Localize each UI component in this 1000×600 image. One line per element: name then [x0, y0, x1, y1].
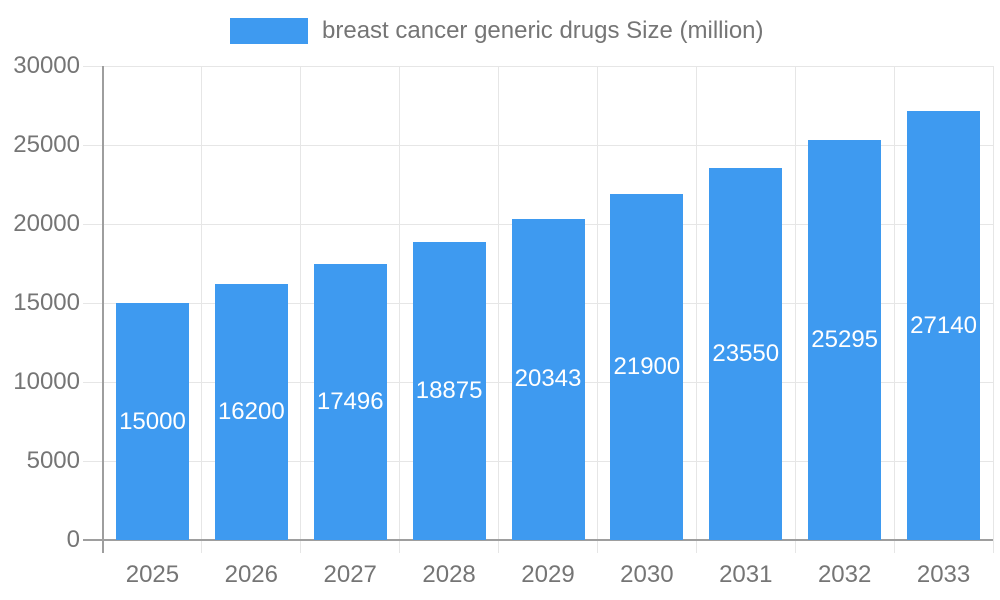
y-tick-label: 25000 — [13, 131, 80, 158]
x-tick-label: 2027 — [323, 561, 377, 588]
legend[interactable]: breast cancer generic drugs Size (millio… — [230, 17, 764, 45]
legend-color-swatch — [230, 18, 308, 44]
bar-value-label: 16200 — [217, 398, 285, 426]
bar-value-label: 23550 — [712, 339, 780, 367]
bar-value-label: 21900 — [613, 352, 681, 380]
y-tick-label: 0 — [66, 526, 80, 553]
y-axis-line — [102, 66, 104, 553]
legend-label: breast cancer generic drugs Size (millio… — [322, 17, 764, 44]
bar-value-label: 27140 — [910, 311, 977, 339]
y-tick-label: 15000 — [13, 289, 80, 316]
plot-vertical-gridline — [893, 66, 895, 553]
bar[interactable] — [511, 218, 585, 540]
plot-horizontal-gridline — [83, 65, 993, 67]
plot-vertical-gridline — [794, 66, 796, 553]
y-tick-label: 20000 — [13, 210, 80, 237]
plot-horizontal-gridline — [83, 144, 993, 146]
plot-vertical-gridline — [498, 66, 500, 553]
plot-vertical-gridline — [201, 66, 203, 553]
plot-vertical-gridline — [596, 66, 598, 553]
x-axis-baseline — [83, 539, 993, 541]
bar[interactable] — [907, 111, 981, 540]
x-tick-label: 2026 — [224, 561, 278, 588]
bar-value-label: 17496 — [316, 387, 384, 415]
bar[interactable] — [115, 303, 189, 540]
bar[interactable] — [808, 140, 882, 540]
bar-value-label: 15000 — [119, 407, 186, 435]
y-tick-label: 5000 — [26, 447, 80, 474]
bar-value-label: 20343 — [514, 365, 582, 393]
x-tick-label: 2033 — [916, 561, 971, 588]
plot-vertical-gridline — [992, 66, 994, 553]
plot-vertical-gridline — [300, 66, 302, 553]
bar[interactable] — [313, 263, 387, 540]
bar-value-label: 18875 — [415, 376, 483, 404]
bar[interactable] — [412, 241, 486, 540]
x-tick-label: 2029 — [521, 561, 575, 588]
plot-vertical-gridline — [399, 66, 401, 553]
bar[interactable] — [610, 193, 684, 540]
y-tick-label: 10000 — [13, 368, 80, 395]
y-tick-label: 30000 — [13, 52, 80, 79]
x-tick-label: 2030 — [620, 561, 674, 588]
x-tick-label: 2025 — [125, 561, 180, 588]
x-tick-label: 2031 — [719, 561, 773, 588]
bar[interactable] — [709, 167, 783, 540]
plot-vertical-gridline — [695, 66, 697, 553]
x-tick-label: 2032 — [817, 561, 872, 588]
bar-value-label: 25295 — [811, 326, 879, 354]
bar[interactable] — [214, 284, 288, 540]
x-tick-label: 2028 — [422, 561, 476, 588]
